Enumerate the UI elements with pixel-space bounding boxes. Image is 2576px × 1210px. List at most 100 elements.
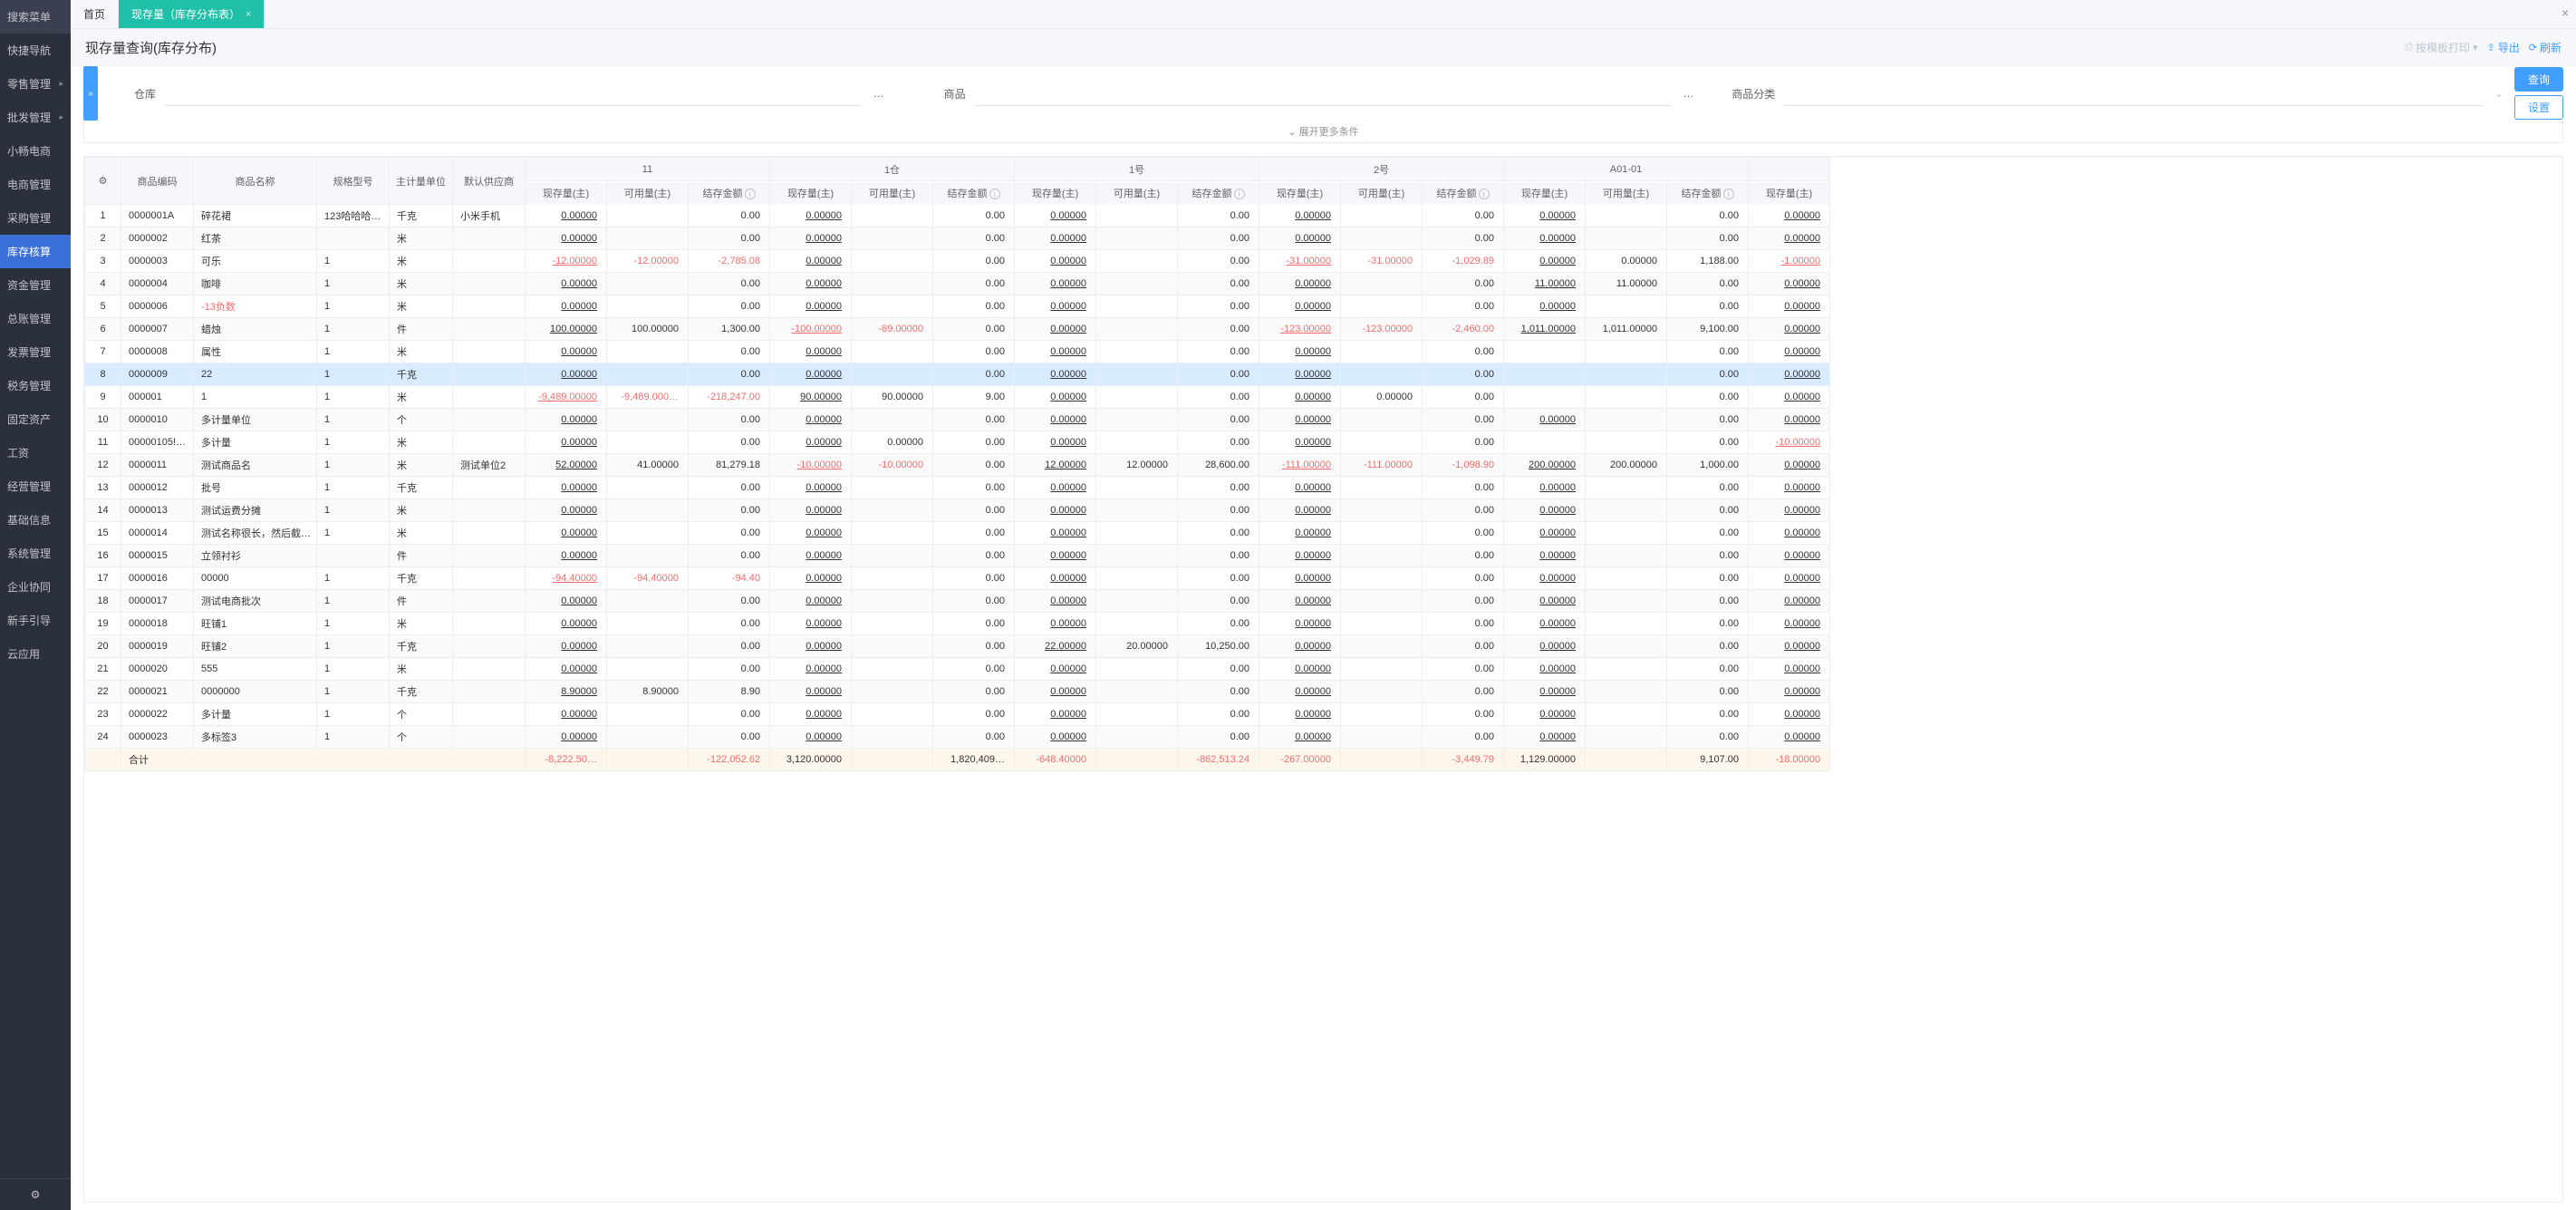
tab[interactable]: 首页 [71, 0, 119, 28]
cell-value[interactable]: 0.00000 [770, 273, 852, 295]
cell-value[interactable]: 0.00000 [1749, 658, 1830, 681]
cell-value[interactable]: 0.00000 [1749, 681, 1830, 703]
cell-value[interactable]: 0.00000 [526, 227, 607, 250]
cell-value[interactable]: -12.00000 [526, 250, 607, 273]
table-row[interactable]: 140000013测试运费分摊1米0.000000.000.000000.000… [85, 499, 1830, 522]
info-icon[interactable]: i [1723, 189, 1734, 199]
refresh-button[interactable]: ⟳ 刷新 [2529, 40, 2562, 55]
table-row[interactable]: 30000003可乐1米-12.00000-12.00000-2,785.080… [85, 250, 1830, 273]
col-gear[interactable]: ⚙ [85, 158, 121, 205]
cell-value[interactable]: 0.00000 [1749, 590, 1830, 613]
cell-value[interactable]: 0.00000 [526, 613, 607, 635]
cell-value[interactable]: 0.00000 [1259, 635, 1341, 658]
cell-value[interactable]: 0.00000 [1504, 250, 1586, 273]
cell-value[interactable]: 0.00000 [1749, 409, 1830, 431]
sidebar-item[interactable]: 云应用 [0, 637, 71, 671]
cell-value[interactable]: -10.00000 [1749, 431, 1830, 454]
table-row[interactable]: 180000017测试电商批次1件0.000000.000.000000.000… [85, 590, 1830, 613]
print-template-button[interactable]: ⎙ 按模板打印 ▾ [2405, 40, 2477, 55]
cell-value[interactable]: 0.00000 [1504, 567, 1586, 590]
table-row[interactable]: 900000111米-9,489.00000-9,489.000…-218,24… [85, 386, 1830, 409]
cell-value[interactable]: -10.00000 [770, 454, 852, 477]
table-row[interactable]: 120000011测试商品名1米测试单位252.0000041.0000081,… [85, 454, 1830, 477]
cell-value[interactable]: 0.00000 [1749, 205, 1830, 227]
cell-value[interactable]: 200.00000 [1504, 454, 1586, 477]
cell-value[interactable]: 52.00000 [526, 454, 607, 477]
cell-value[interactable] [1504, 431, 1586, 454]
cell-value[interactable]: 0.00000 [1749, 477, 1830, 499]
sidebar-item[interactable]: 新手引导 [0, 604, 71, 637]
sidebar-item[interactable]: 基础信息 [0, 503, 71, 537]
cell-value[interactable]: 0.00000 [770, 363, 852, 386]
cell-value[interactable]: 0.00000 [1259, 205, 1341, 227]
cell-value[interactable]: 0.00000 [1259, 273, 1341, 295]
cell-value[interactable]: 0.00000 [770, 227, 852, 250]
cell-value[interactable]: 0.00000 [1749, 635, 1830, 658]
cell-value[interactable]: 0.00000 [770, 499, 852, 522]
warehouse-more-icon[interactable]: … [870, 87, 888, 100]
cell-value[interactable]: 0.00000 [1015, 273, 1096, 295]
cell-value[interactable]: 0.00000 [1015, 613, 1096, 635]
sidebar-item[interactable]: 小畅电商 [0, 134, 71, 168]
info-icon[interactable]: i [1234, 189, 1245, 199]
table-row[interactable]: 10000001A碎花裙123哈哈哈…千克小米手机0.000000.000.00… [85, 205, 1830, 227]
cell-value[interactable]: 0.00000 [526, 477, 607, 499]
table-row[interactable]: 240000023多标签31个0.000000.000.000000.000.0… [85, 726, 1830, 749]
sidebar-item[interactable]: 搜索菜单 [0, 0, 71, 34]
filter-warehouse-input[interactable] [165, 81, 861, 106]
filter-settings-button[interactable]: 设置 [2514, 95, 2563, 120]
cell-value[interactable]: -100.00000 [770, 318, 852, 341]
filter-category-input[interactable] [1784, 81, 2482, 106]
cell-value[interactable]: 0.00000 [1259, 431, 1341, 454]
cell-value[interactable]: 0.00000 [526, 522, 607, 545]
cell-value[interactable]: 0.00000 [1504, 499, 1586, 522]
cell-value[interactable]: 0.00000 [770, 409, 852, 431]
cell-value[interactable]: 0.00000 [1259, 386, 1341, 409]
cell-value[interactable]: 0.00000 [1749, 567, 1830, 590]
cell-value[interactable]: 11.00000 [1504, 273, 1586, 295]
sidebar-item[interactable]: 采购管理 [0, 201, 71, 235]
cell-value[interactable]: -9,489.00000 [526, 386, 607, 409]
cell-value[interactable]: -111.00000 [1259, 454, 1341, 477]
cell-value[interactable]: 0.00000 [526, 431, 607, 454]
cell-value[interactable]: 0.00000 [1015, 318, 1096, 341]
info-icon[interactable]: i [989, 189, 1000, 199]
cell-value[interactable] [1504, 363, 1586, 386]
cell-value[interactable]: 0.00000 [1259, 590, 1341, 613]
cell-value[interactable]: 0.00000 [770, 522, 852, 545]
sidebar-item[interactable]: 库存核算 [0, 235, 71, 268]
table-row[interactable]: 60000007蜡烛1件100.00000100.000001,300.00-1… [85, 318, 1830, 341]
table-row[interactable]: 20000002红茶米0.000000.000.000000.000.00000… [85, 227, 1830, 250]
cell-value[interactable]: 0.00000 [1749, 726, 1830, 749]
cell-value[interactable]: 0.00000 [526, 409, 607, 431]
cell-value[interactable]: 0.00000 [1259, 726, 1341, 749]
table-row[interactable]: 170000016000001千克-94.40000-94.40000-94.4… [85, 567, 1830, 590]
cell-value[interactable]: 0.00000 [1749, 227, 1830, 250]
table-row[interactable]: 200000019旺铺21千克0.000000.000.000000.0022.… [85, 635, 1830, 658]
cell-value[interactable]: 0.00000 [1259, 613, 1341, 635]
sidebar-item[interactable]: 批发管理▸ [0, 101, 71, 134]
sidebar-item[interactable]: 电商管理 [0, 168, 71, 201]
cell-value[interactable]: 0.00000 [1259, 341, 1341, 363]
cell-value[interactable]: 0.00000 [526, 703, 607, 726]
cell-value[interactable]: 0.00000 [1015, 227, 1096, 250]
cell-value[interactable]: 0.00000 [1504, 205, 1586, 227]
cell-value[interactable]: 0.00000 [1015, 409, 1096, 431]
table-row[interactable]: 22000002100000001千克8.900008.900008.900.0… [85, 681, 1830, 703]
cell-value[interactable]: 0.00000 [1015, 545, 1096, 567]
cell-value[interactable]: 0.00000 [1749, 454, 1830, 477]
table-row[interactable]: 2100000205551米0.000000.000.000000.000.00… [85, 658, 1830, 681]
cell-value[interactable]: 0.00000 [1015, 386, 1096, 409]
cell-value[interactable]: 0.00000 [770, 726, 852, 749]
sidebar-item[interactable]: 零售管理▸ [0, 67, 71, 101]
cell-value[interactable]: 0.00000 [770, 590, 852, 613]
cell-value[interactable]: 8.90000 [526, 681, 607, 703]
cell-value[interactable]: 0.00000 [1015, 499, 1096, 522]
sidebar-item[interactable]: 工资 [0, 436, 71, 469]
close-icon[interactable]: × [246, 9, 251, 20]
cell-value[interactable]: 0.00000 [526, 341, 607, 363]
cell-value[interactable]: 0.00000 [1504, 681, 1586, 703]
cell-value[interactable]: 0.00000 [770, 681, 852, 703]
product-more-icon[interactable]: … [1679, 87, 1697, 100]
cell-value[interactable]: 0.00000 [770, 545, 852, 567]
